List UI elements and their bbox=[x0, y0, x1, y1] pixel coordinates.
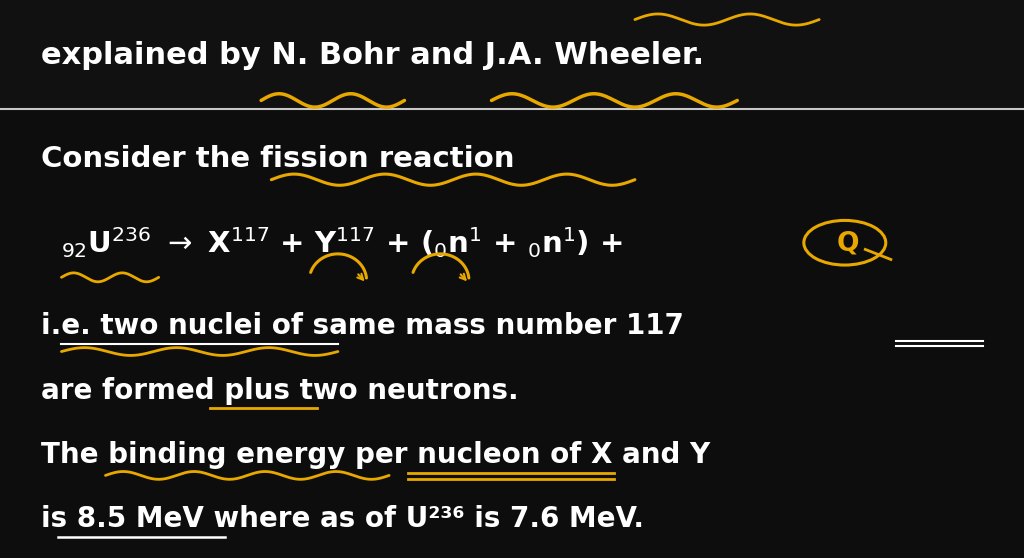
Text: The binding energy per nucleon of X and Y: The binding energy per nucleon of X and … bbox=[41, 441, 711, 469]
Text: explained by N. Bohr and J.A. Wheeler.: explained by N. Bohr and J.A. Wheeler. bbox=[41, 41, 705, 70]
Text: Consider the fission reaction: Consider the fission reaction bbox=[41, 145, 514, 173]
Bar bbox=[0, 0, 1024, 109]
Text: Q: Q bbox=[837, 231, 859, 257]
Text: are formed plus two neutrons.: are formed plus two neutrons. bbox=[41, 377, 518, 405]
Text: $_{92}$U$^{236}$ $\rightarrow$ X$^{117}$ + Y$^{117}$ + ($_{0}$n$^{1}$ + $_{0}$n$: $_{92}$U$^{236}$ $\rightarrow$ X$^{117}$… bbox=[61, 225, 624, 260]
Text: i.e. two nuclei of same mass number 117: i.e. two nuclei of same mass number 117 bbox=[41, 312, 684, 340]
Text: is 8.5 MeV where as of U²³⁶ is 7.6 MeV.: is 8.5 MeV where as of U²³⁶ is 7.6 MeV. bbox=[41, 505, 644, 533]
